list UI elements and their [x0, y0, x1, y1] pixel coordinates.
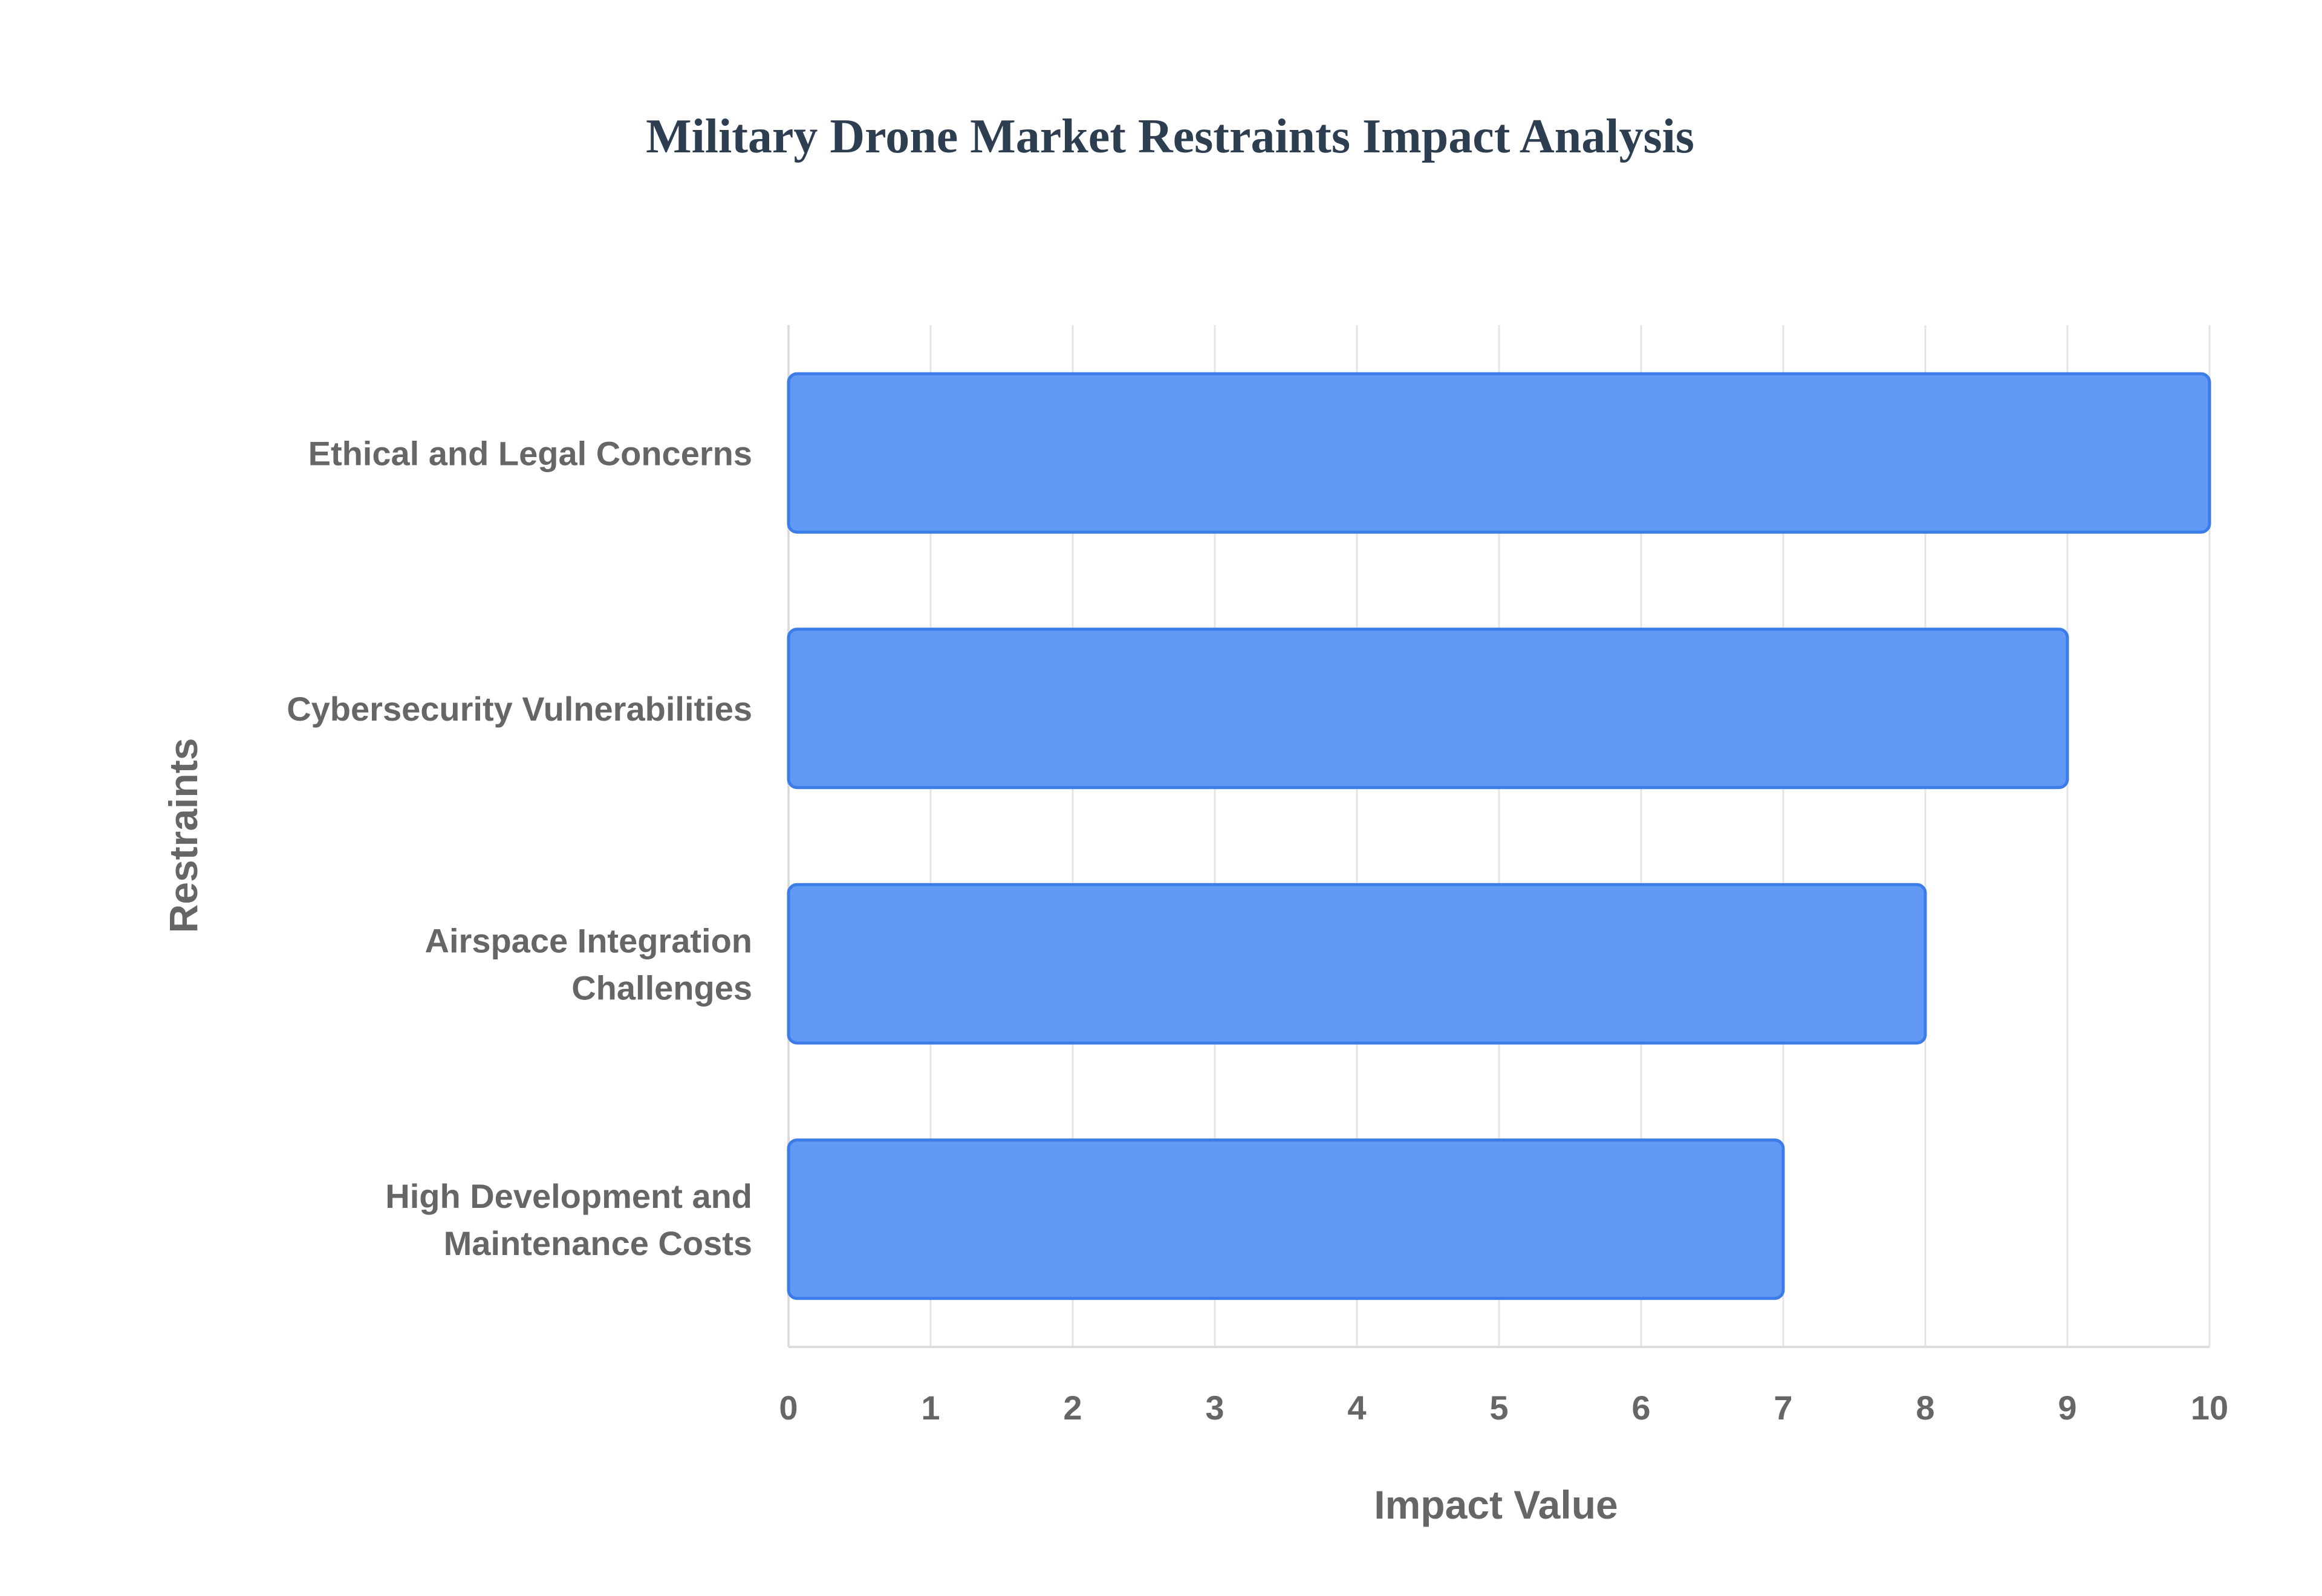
x-tick-label: 5 — [1489, 1389, 1508, 1427]
x-tick-label: 8 — [1916, 1389, 1934, 1427]
bars — [787, 372, 2211, 1300]
y-axis-title: Restraints — [161, 738, 206, 933]
category-label: Ethical and Legal Concerns — [308, 434, 752, 472]
x-tick-label: 10 — [2191, 1389, 2228, 1427]
x-axis-title: Impact Value — [1374, 1482, 1618, 1527]
x-tick-label: 3 — [1205, 1389, 1224, 1427]
x-tick-label: 9 — [2058, 1389, 2076, 1427]
category-label: Cybersecurity Vulnerabilities — [287, 690, 752, 728]
x-tick-label: 4 — [1347, 1389, 1366, 1427]
x-tick-label: 1 — [921, 1389, 940, 1427]
x-tick-label: 0 — [779, 1389, 798, 1427]
category-label: High Development and Maintenance Costs — [385, 1177, 752, 1262]
chart-title: Military Drone Market Restraints Impact … — [646, 110, 1694, 163]
category-labels: Ethical and Legal Concerns Cybersecurity … — [287, 434, 752, 1262]
bar — [787, 1138, 1785, 1300]
x-tick-label: 7 — [1774, 1389, 1792, 1427]
x-tick-labels: 0 1 2 3 4 5 6 7 8 9 10 — [779, 1389, 2228, 1427]
x-tick-label: 2 — [1063, 1389, 1082, 1427]
bar — [787, 883, 1927, 1045]
bar — [787, 372, 2211, 534]
bar — [787, 628, 2069, 790]
category-label: Airspace Integration Challenges — [425, 921, 752, 1007]
x-tick-label: 6 — [1631, 1389, 1650, 1427]
